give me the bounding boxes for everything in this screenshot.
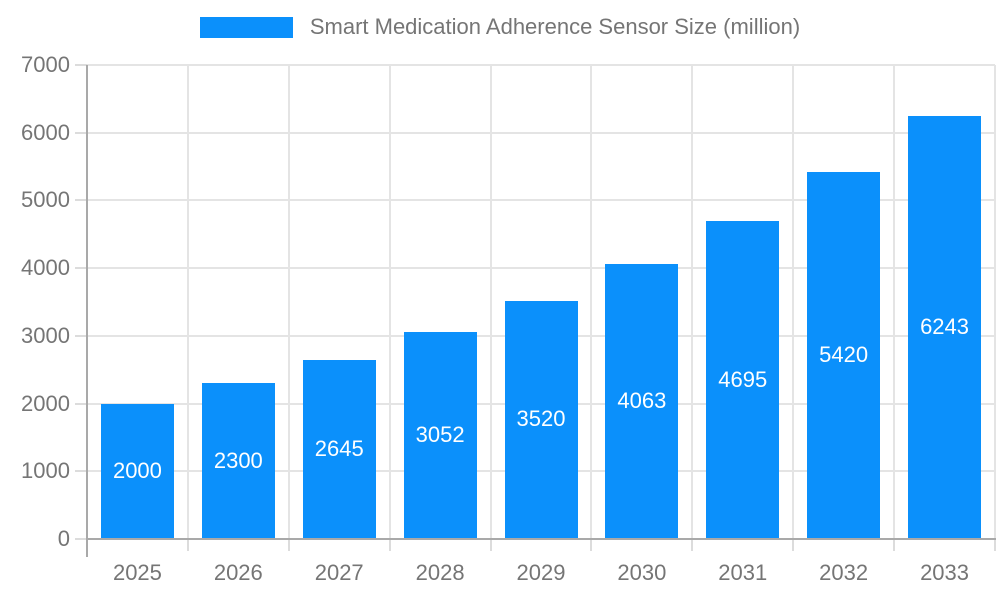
x-axis-tick-label: 2025 [112,560,162,585]
x-axis-tick-label: 2029 [516,560,566,585]
x-axis-tick-label: 2030 [617,560,667,585]
y-axis-tick [75,267,87,270]
y-axis-tick-label: 7000 [21,52,70,77]
y-axis-tick-label: 2000 [21,390,70,416]
bar-value-label: 6243 [920,314,970,340]
x-axis-tick-label: 2028 [415,560,465,585]
y-gridline [87,199,995,202]
bar-value-label: 4063 [617,387,667,413]
x-gridline [287,65,290,539]
bar-value-label: 2645 [314,435,364,461]
legend-item[interactable]: Smart Medication Adherence Sensor Size (… [199,14,801,40]
y-axis-tick [75,199,87,202]
bar[interactable]: 3520 [504,300,578,538]
x-gridline [388,65,391,539]
x-gridline [590,65,593,539]
bar-value-label: 4695 [718,366,768,392]
y-axis-line [86,65,88,557]
bar[interactable]: 6243 [908,116,982,538]
x-axis-tick [186,540,189,551]
x-gridline [792,65,795,539]
x-axis-tick [792,540,795,551]
bar[interactable]: 2000 [100,403,174,538]
x-axis-tick-label: 2033 [920,560,970,585]
x-axis-tick [691,540,694,551]
y-axis-tick [75,334,87,337]
bar[interactable]: 4063 [605,263,679,538]
bar-value-label: 3520 [516,406,566,432]
legend-series-label: Smart Medication Adherence Sensor Size (… [309,14,801,39]
bar[interactable]: 4695 [706,221,780,538]
x-gridline [893,65,896,539]
x-axis-tick-label: 2031 [718,560,768,585]
y-axis-tick-label: 5000 [21,187,70,213]
x-axis-tick [489,540,492,551]
x-gridline [994,65,996,539]
y-gridline [87,64,995,66]
y-axis-tick-label: 0 [57,526,70,551]
x-gridline [691,65,694,539]
x-axis-line [86,538,996,540]
x-axis-tick [994,540,996,551]
x-axis-tick-label: 2026 [213,560,263,585]
bar-value-label: 2000 [112,457,162,483]
x-axis-tick [590,540,593,551]
x-axis-tick [287,540,290,551]
y-axis-tick [75,131,87,134]
bar[interactable]: 3052 [403,332,477,538]
x-gridline [186,65,189,539]
y-axis-tick-label: 3000 [21,322,70,348]
y-axis-tick [75,64,87,66]
bar[interactable]: 2645 [302,359,376,538]
chart-legend: Smart Medication Adherence Sensor Size (… [0,14,1000,40]
y-axis-tick [75,470,87,473]
y-axis-tick-label: 1000 [21,458,70,484]
x-axis-tick [388,540,391,551]
bar[interactable]: 2300 [201,383,275,538]
x-axis-tick-label: 2027 [314,560,364,585]
x-gridline [489,65,492,539]
x-axis-tick-label: 2032 [819,560,869,585]
legend-swatch-icon [199,16,293,38]
y-gridline [87,131,995,134]
bar-value-label: 5420 [819,341,869,367]
bar-value-label: 3052 [415,422,465,448]
y-axis-tick-label: 4000 [21,255,70,281]
y-axis-tick-label: 6000 [21,119,70,145]
y-axis-tick [75,402,87,405]
bar-value-label: 2300 [213,447,263,473]
y-gridline [87,267,995,270]
y-axis-tick [75,538,87,540]
bar[interactable]: 5420 [807,171,881,538]
x-axis-tick [893,540,896,551]
